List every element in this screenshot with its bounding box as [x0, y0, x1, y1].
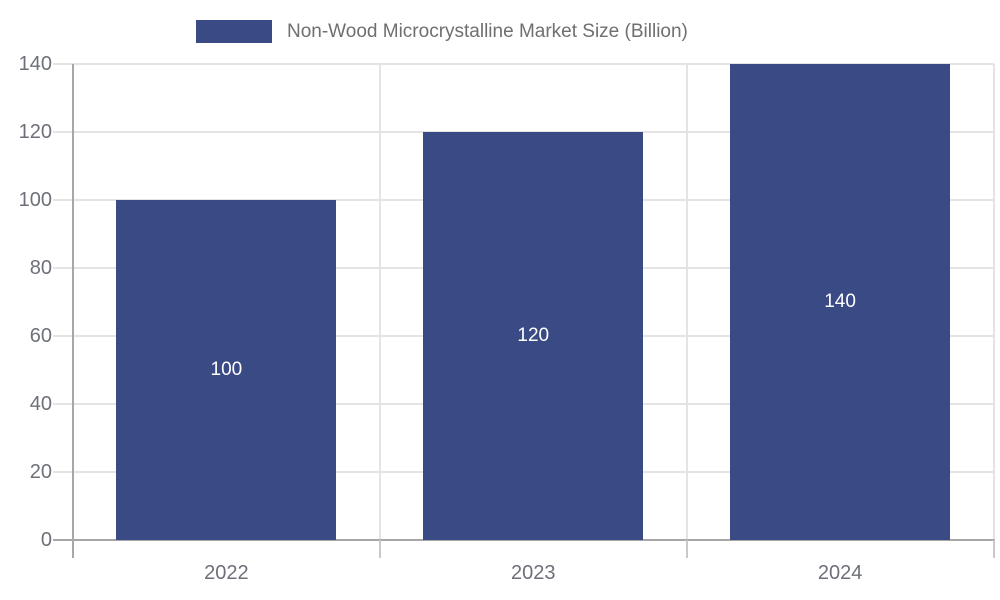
y-axis-line — [72, 63, 74, 540]
x-tick-label: 2022 — [204, 562, 249, 584]
gridline-horizontal — [73, 62, 994, 65]
y-tick-label: 0 — [40, 529, 52, 551]
bar-value-label: 100 — [210, 358, 243, 380]
y-axis-tick — [53, 539, 73, 541]
x-axis-tick — [378, 540, 381, 558]
legend-label: Non-Wood Microcrystalline Market Size (B… — [287, 21, 688, 42]
y-tick-label: 40 — [29, 392, 52, 415]
x-axis-tick — [992, 540, 995, 558]
legend-item[interactable]: Non-Wood Microcrystalline Market Size (B… — [196, 20, 688, 43]
bar-value-label: 120 — [517, 324, 550, 346]
y-tick-label: 100 — [18, 188, 52, 211]
y-tick-label: 60 — [29, 324, 52, 347]
legend-swatch — [196, 20, 272, 43]
y-axis-tick — [53, 198, 73, 201]
y-axis-tick — [53, 334, 73, 337]
x-axis-line — [72, 539, 995, 541]
bar-2023: 120 — [423, 131, 644, 540]
x-axis-tick — [72, 540, 74, 558]
bar-2024: 140 — [730, 63, 951, 540]
y-axis-tick — [53, 130, 73, 133]
bar-2022: 100 — [116, 199, 337, 540]
y-axis-tick — [53, 470, 73, 473]
gridline-vertical — [685, 63, 688, 540]
y-tick-label: 140 — [18, 52, 52, 75]
x-axis-tick — [685, 540, 688, 558]
y-axis-tick — [53, 266, 73, 269]
y-tick-label: 80 — [29, 256, 52, 279]
gridline-vertical — [992, 63, 995, 540]
x-tick-label: 2023 — [511, 562, 556, 584]
bar-value-label: 140 — [824, 290, 856, 312]
gridline-vertical — [378, 63, 381, 540]
y-tick-label: 120 — [18, 120, 52, 143]
x-tick-label: 2024 — [817, 562, 863, 584]
y-tick-label: 20 — [29, 460, 52, 483]
y-axis-tick — [53, 62, 73, 65]
y-axis-tick — [53, 402, 73, 405]
